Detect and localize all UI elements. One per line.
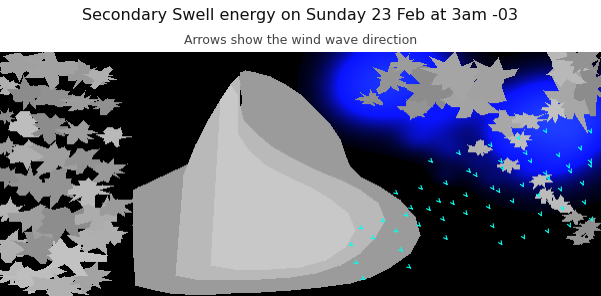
Text: Secondary Swell energy on Sunday 23 Feb at 3am -03: Secondary Swell energy on Sunday 23 Feb … — [82, 8, 519, 23]
Text: Arrows show the wind wave direction: Arrows show the wind wave direction — [184, 34, 417, 47]
